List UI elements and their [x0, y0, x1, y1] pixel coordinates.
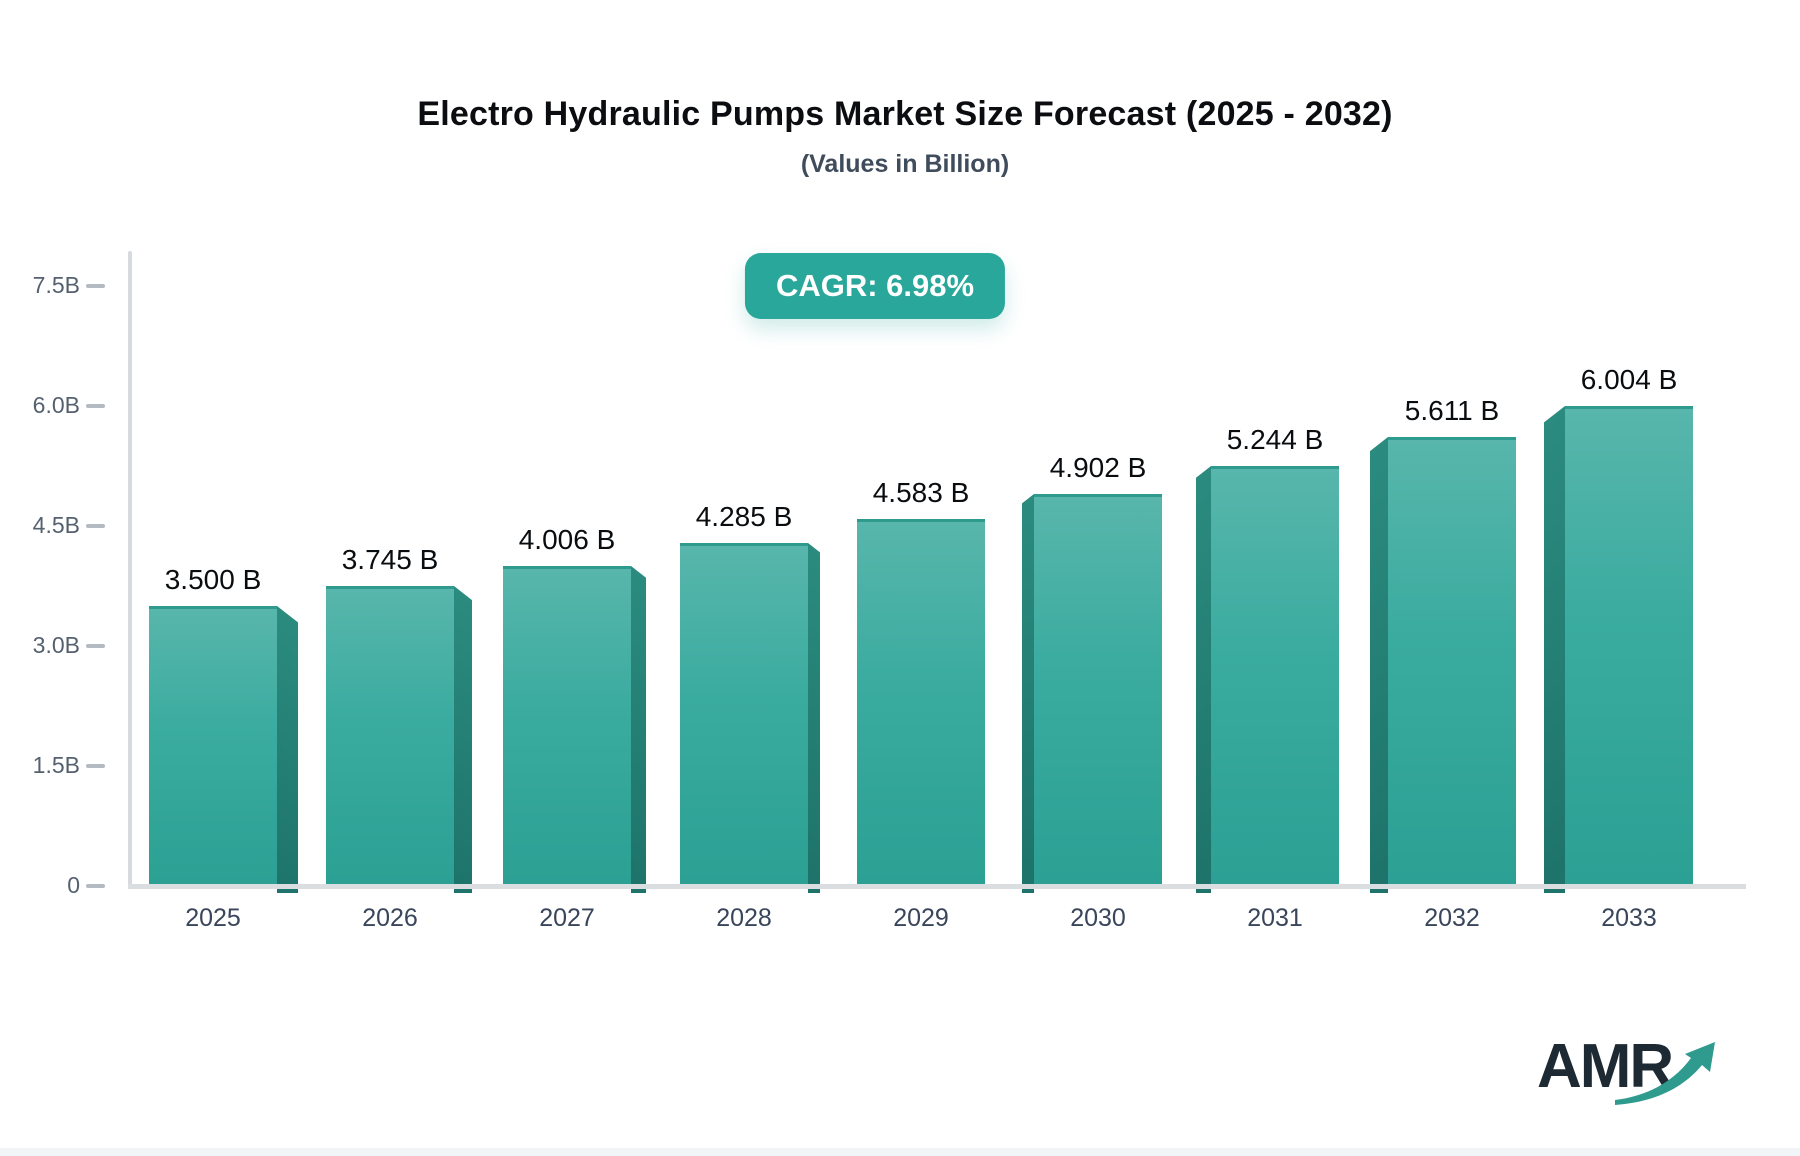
- y-axis-tick-label: 3.0B: [32, 632, 80, 658]
- chart-title: Electro Hydraulic Pumps Market Size Fore…: [417, 95, 1393, 133]
- bar-value-label-2033: 6.004 B: [1580, 364, 1678, 395]
- x-axis-label-2031: 2031: [1247, 904, 1303, 932]
- bar-2026: [326, 586, 454, 886]
- x-axis-label-2028: 2028: [716, 904, 772, 932]
- x-axis-label-2025: 2025: [185, 904, 241, 932]
- bar-2033: [1565, 406, 1693, 886]
- bar-2030: [1034, 494, 1162, 886]
- growth-arrow-icon: [1615, 1042, 1715, 1105]
- bar-2028: [680, 543, 808, 886]
- bar-side-2030: [1022, 494, 1034, 893]
- footer-strip: [0, 1148, 1800, 1156]
- y-axis-tick-mark: [86, 884, 105, 888]
- x-axis-label-2032: 2032: [1424, 904, 1480, 932]
- y-axis-tick-label: 0: [67, 872, 80, 898]
- bar-value-label-2031: 5.244 B: [1226, 424, 1324, 455]
- y-axis-tick-label: 7.5B: [32, 272, 80, 298]
- bar-value-label-2026: 3.745 B: [341, 544, 439, 575]
- y-axis-tick-mark: [86, 764, 105, 768]
- brand-logo: AMR: [1537, 1036, 1717, 1114]
- y-axis-tick-mark: [86, 524, 105, 528]
- bar-2032: [1388, 437, 1516, 886]
- chart-subtitle: (Values in Billion): [800, 150, 1010, 178]
- bar-side-2028: [808, 543, 820, 893]
- bar-value-label-2032: 5.611 B: [1404, 395, 1500, 426]
- cagr-badge: CAGR: 6.98%: [744, 253, 1006, 319]
- bar-2029: [857, 519, 985, 886]
- x-axis-label-2027: 2027: [539, 904, 595, 932]
- y-axis-tick-mark: [86, 644, 105, 648]
- bar-side-2033: [1544, 406, 1565, 893]
- y-axis-tick-label: 6.0B: [32, 392, 80, 418]
- x-axis-label-2033: 2033: [1601, 904, 1657, 932]
- bar-value-label-2027: 4.006 B: [518, 524, 616, 555]
- bar-2025: [149, 606, 277, 886]
- x-axis-label-2030: 2030: [1070, 904, 1126, 932]
- x-axis-label-2026: 2026: [362, 904, 418, 932]
- bar-value-label-2028: 4.285 B: [695, 501, 793, 532]
- bar-value-label-2029: 4.583 B: [872, 477, 970, 508]
- bar-side-2026: [454, 586, 472, 893]
- bar-2027: [503, 566, 631, 886]
- bar-value-label-2025: 3.500 B: [164, 564, 262, 595]
- y-axis-tick-mark: [86, 404, 105, 408]
- y-axis-line: [128, 251, 132, 887]
- y-axis-tick-label: 4.5B: [32, 512, 80, 538]
- bar-value-label-2030: 4.902 B: [1049, 452, 1147, 483]
- bar-side-2032: [1370, 437, 1388, 893]
- brand-logo-text: AMR: [1537, 1032, 1674, 1101]
- bar-2031: [1211, 466, 1339, 886]
- bar-side-2031: [1196, 466, 1211, 893]
- y-axis-tick-label: 1.5B: [32, 752, 80, 778]
- bar-side-2025: [277, 606, 298, 893]
- bar-side-2027: [631, 566, 646, 893]
- y-axis-tick-mark: [86, 284, 105, 288]
- bars-layer: [149, 406, 1693, 893]
- x-axis-baseline: [128, 884, 1746, 889]
- x-axis-label-2029: 2029: [893, 904, 949, 932]
